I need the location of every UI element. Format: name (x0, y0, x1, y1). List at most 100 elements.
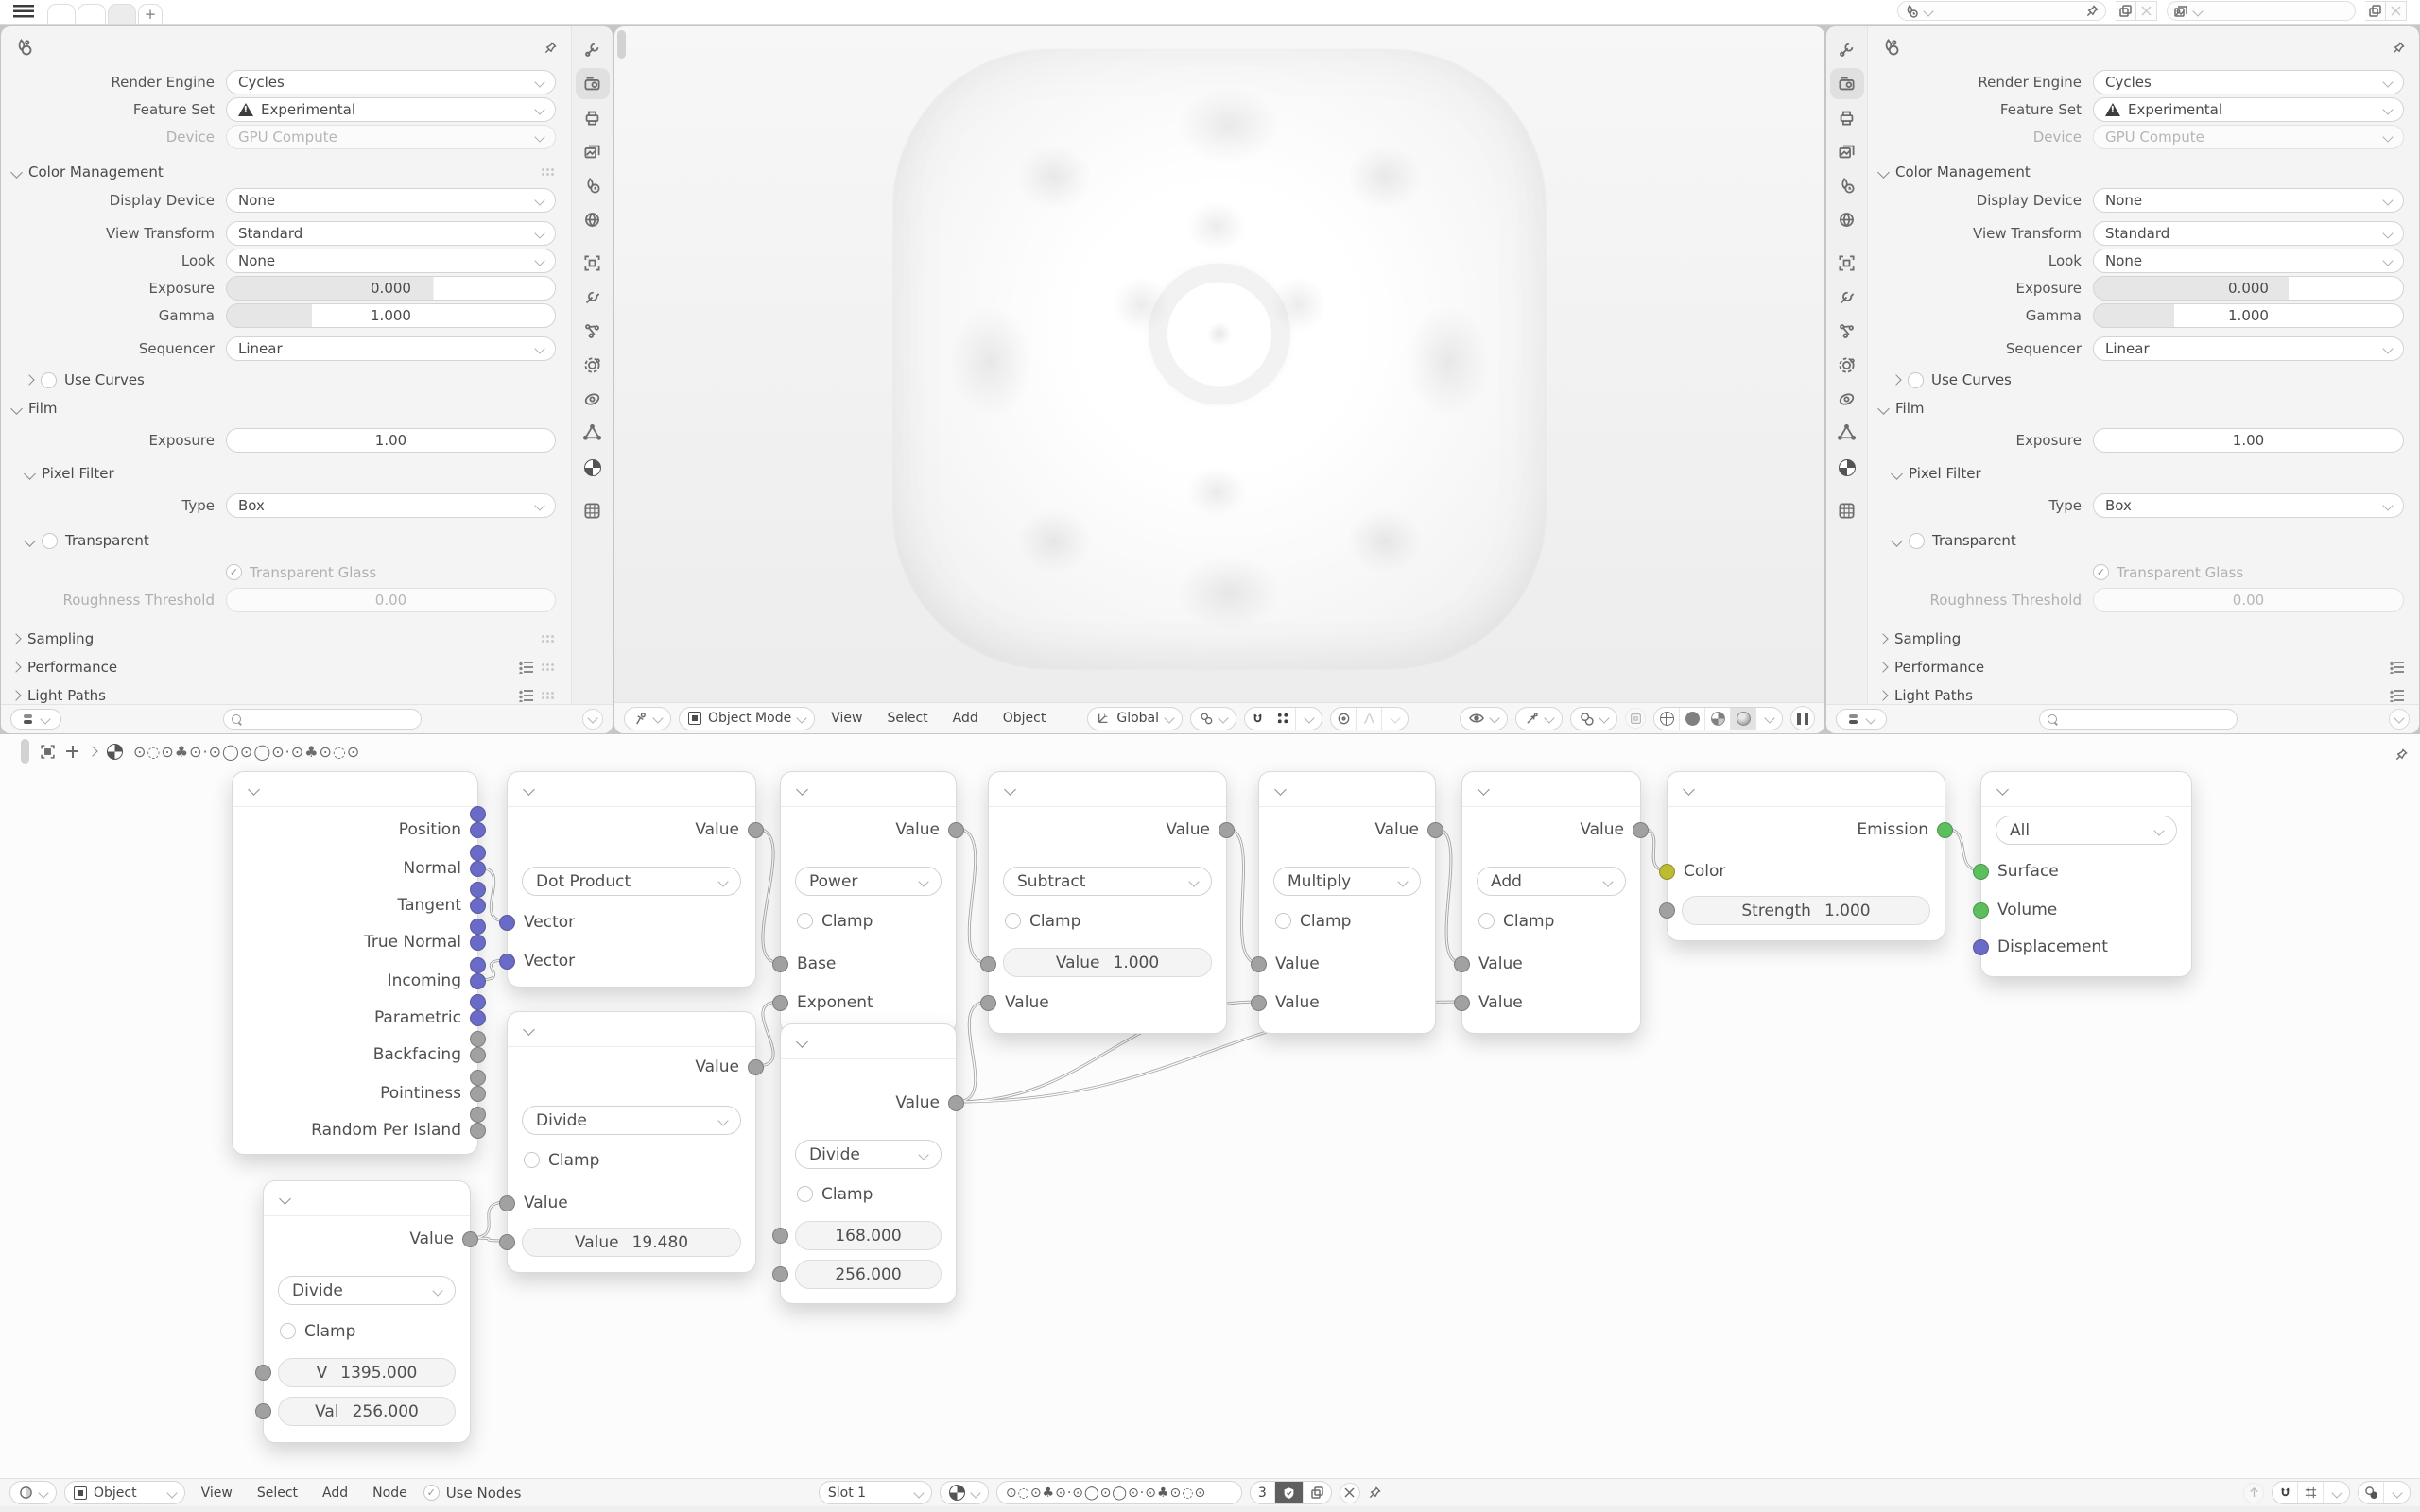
tab-object-data[interactable] (1830, 418, 1864, 449)
use-nodes-toggle[interactable]: Use Nodes (423, 1485, 521, 1502)
snap-toggle[interactable] (2273, 1482, 2298, 1503)
clamp-toggle[interactable]: Clamp (1003, 906, 1080, 936)
subsection-use-curves[interactable]: Use Curves (1868, 366, 2419, 394)
go-to-parent-button[interactable] (2243, 1482, 2264, 1503)
workspace-tab[interactable] (78, 4, 106, 24)
operation-select[interactable]: Divide (522, 1106, 741, 1135)
search-input[interactable] (247, 712, 413, 727)
delete-scene-button[interactable] (2136, 1, 2157, 21)
gamma-slider[interactable]: 1.000 (226, 302, 556, 328)
clamp-toggle[interactable]: Clamp (278, 1316, 355, 1346)
copy-scene-button[interactable] (2116, 1, 2136, 21)
shading-dropdown[interactable] (1756, 708, 1782, 730)
proportional-edit-toggle[interactable] (1331, 707, 1357, 730)
properties-search[interactable] (2038, 709, 2238, 730)
subsection-pixel-filter[interactable]: Pixel Filter (1868, 459, 2419, 488)
xray-toggle[interactable] (1625, 708, 1646, 729)
socket-vector[interactable] (470, 994, 486, 1010)
snap-mode-button[interactable] (2298, 1482, 2324, 1503)
device-select[interactable]: GPU Compute (2093, 124, 2404, 149)
options-button[interactable] (2389, 709, 2410, 730)
tab-texture[interactable] (576, 495, 610, 526)
use-nodes-checkbox[interactable] (423, 1485, 440, 1501)
shader-type-select[interactable]: Object (64, 1481, 185, 1504)
socket-value[interactable] (470, 1031, 486, 1047)
socket-color[interactable] (1659, 864, 1675, 880)
shading-rendered-button[interactable] (1731, 707, 1756, 730)
tab-tool[interactable] (1830, 34, 1864, 65)
socket-shader[interactable] (1937, 822, 1953, 838)
socket-vector[interactable] (470, 845, 486, 861)
section-sampling[interactable]: Sampling (1, 625, 571, 653)
pin-icon[interactable] (544, 41, 558, 55)
pin-icon[interactable] (2394, 747, 2409, 762)
snap-dropdown[interactable] (2324, 1482, 2349, 1503)
sequencer-select[interactable]: Linear (226, 335, 556, 361)
socket-vector[interactable] (470, 861, 486, 877)
feature-set-select[interactable]: Experimental (2093, 96, 2404, 122)
options-button[interactable] (582, 709, 603, 730)
socket-value[interactable] (470, 1107, 486, 1123)
tab-material[interactable] (576, 452, 610, 483)
clamp-checkbox[interactable] (1005, 913, 1021, 929)
socket-value[interactable] (1219, 822, 1235, 838)
clamp-toggle[interactable]: Clamp (522, 1145, 599, 1175)
drag-dots-icon[interactable] (541, 633, 556, 644)
strength-field[interactable]: Strength 1.000 (1682, 896, 1930, 925)
socket-vector[interactable] (470, 898, 486, 914)
section-performance[interactable]: Performance (1868, 653, 2419, 681)
socket-value[interactable] (470, 1086, 486, 1102)
socket-value[interactable] (1633, 822, 1649, 838)
node-math-subtract[interactable]: Value Subtract Clamp Value 1.000 Value (980, 771, 1235, 1034)
socket-value[interactable] (980, 956, 996, 972)
clamp-checkbox[interactable] (524, 1152, 540, 1168)
tab-particles[interactable] (576, 316, 610, 347)
transparent-checkbox[interactable] (42, 532, 58, 549)
node-vector-math[interactable]: Value Dot Product Vector Vector (499, 771, 764, 988)
operation-select[interactable]: Subtract (1003, 867, 1212, 896)
socket-value[interactable] (470, 1070, 486, 1086)
clamp-toggle[interactable]: Clamp (1273, 906, 1351, 936)
node-header[interactable] (508, 772, 755, 807)
socket-vector[interactable] (470, 919, 486, 935)
socket-value[interactable] (462, 1231, 478, 1247)
section-sampling[interactable]: Sampling (1868, 625, 2419, 653)
socket-value[interactable] (1454, 956, 1470, 972)
falloff-dropdown[interactable] (1382, 708, 1408, 730)
section-color-management[interactable]: Color Management (1868, 158, 2419, 186)
overlays-dropdown[interactable] (1570, 706, 1617, 730)
menu-view[interactable]: View (831, 711, 863, 726)
tab-constraints[interactable] (576, 384, 610, 415)
exposure-slider[interactable]: 0.000 (2093, 275, 2404, 301)
look-select[interactable]: None (2093, 248, 2404, 273)
tab-scene[interactable] (576, 170, 610, 201)
clamp-toggle[interactable]: Clamp (795, 906, 873, 936)
value-field[interactable]: 168.000 (795, 1221, 942, 1250)
material-browse-button[interactable] (939, 1481, 989, 1504)
socket-value[interactable] (499, 1234, 515, 1250)
socket-value[interactable] (499, 1195, 515, 1211)
section-performance[interactable]: Performance (1, 653, 571, 681)
node-header[interactable] (1668, 772, 1945, 807)
drag-dots-icon[interactable] (541, 690, 556, 701)
clamp-checkbox[interactable] (280, 1323, 296, 1339)
material-name-field[interactable]: ⊙◌⊙♣⊙·⊙◯⊙◯⊙·⊙♣⊙◌⊙ (995, 1481, 1242, 1504)
transparent-glass-toggle[interactable]: Transparent Glass (226, 564, 376, 581)
tab-output[interactable] (576, 102, 610, 133)
socket-value[interactable] (772, 1266, 788, 1282)
remove-view-layer-button[interactable] (2386, 1, 2407, 21)
section-color-management[interactable]: Color Management (1, 158, 571, 186)
menu-select[interactable]: Select (887, 711, 928, 726)
socket-vector[interactable] (1973, 939, 1989, 955)
tab-object-data[interactable] (576, 418, 610, 449)
socket-value[interactable] (1659, 902, 1675, 919)
socket-vector[interactable] (499, 954, 515, 970)
presets-icon[interactable] (2389, 689, 2404, 702)
section-light-paths[interactable]: Light Paths (1868, 681, 2419, 704)
value-field[interactable]: Value 19.480 (522, 1228, 741, 1257)
subsection-transparent[interactable]: Transparent (1868, 526, 2419, 555)
clamp-toggle[interactable]: Clamp (1477, 906, 1554, 936)
pixel-filter-type-select[interactable]: Box (2093, 492, 2404, 518)
display-device-select[interactable]: None (2093, 187, 2404, 213)
subsection-pixel-filter[interactable]: Pixel Filter (1, 459, 571, 488)
